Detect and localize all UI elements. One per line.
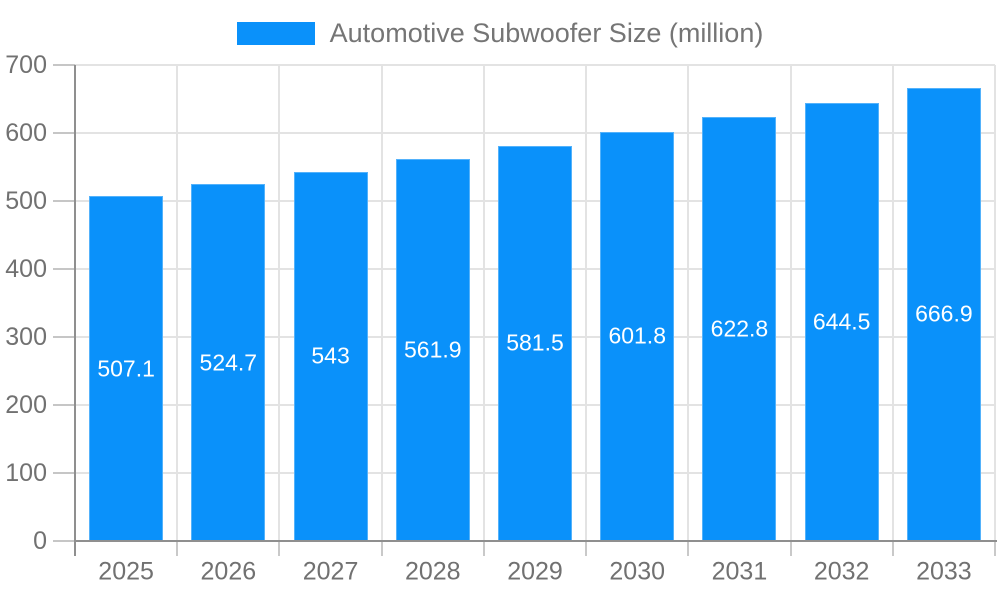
x-tick-label: 2027 <box>302 557 359 586</box>
x-tick-label: 2030 <box>609 557 666 586</box>
y-axis-tick <box>53 200 75 202</box>
bar[interactable] <box>191 184 266 541</box>
v-gridline <box>891 65 894 541</box>
bar-value-label: 524.7 <box>199 349 258 376</box>
y-axis-tick <box>53 336 75 338</box>
h-gridline <box>75 132 995 134</box>
y-tick-label: 200 <box>5 391 47 419</box>
v-gridline <box>994 65 996 541</box>
v-gridline <box>687 65 690 541</box>
y-tick-label: 700 <box>5 51 47 79</box>
y-tick-label: 300 <box>5 323 47 351</box>
v-gridline <box>585 65 588 541</box>
x-tick-label: 2029 <box>507 557 563 586</box>
bar-value-label: 644.5 <box>812 308 871 335</box>
bar[interactable] <box>293 171 368 541</box>
x-axis-tick <box>994 541 996 556</box>
v-gridline <box>176 65 179 541</box>
y-tick-label: 500 <box>5 187 47 215</box>
v-gridline <box>789 65 792 541</box>
y-axis-tick <box>53 132 75 134</box>
x-axis-tick <box>278 541 281 556</box>
bar[interactable] <box>804 102 879 541</box>
y-axis-tick <box>53 268 75 270</box>
bar-value-label: 543 <box>311 342 350 369</box>
bar-value-label: 622.8 <box>710 315 769 342</box>
legend-label: Automotive Subwoofer Size (million) <box>329 17 764 48</box>
x-axis-tick <box>176 541 179 556</box>
y-axis-tick <box>53 404 75 406</box>
x-tick-label: 2033 <box>916 557 972 586</box>
v-gridline <box>482 65 485 541</box>
y-axis-tick <box>53 540 75 542</box>
x-axis-tick <box>891 541 894 556</box>
x-tick-label: 2031 <box>711 557 768 586</box>
y-axis-tick <box>53 472 75 474</box>
bar[interactable] <box>600 131 675 541</box>
h-gridline <box>75 64 995 66</box>
y-tick-label: 600 <box>5 119 47 147</box>
x-tick-label: 2028 <box>404 557 461 586</box>
x-tick-label: 2026 <box>200 557 257 586</box>
bar[interactable] <box>906 87 981 541</box>
bar-value-label: 507.1 <box>97 355 155 382</box>
y-tick-label: 400 <box>5 255 47 283</box>
bar[interactable] <box>498 145 572 541</box>
y-axis-tick <box>53 64 75 66</box>
x-tick-label: 2032 <box>813 557 870 586</box>
v-gridline <box>278 65 281 541</box>
y-tick-label: 0 <box>33 527 47 555</box>
v-gridline <box>380 65 383 541</box>
legend-swatch <box>236 21 315 45</box>
legend-item[interactable]: Automotive Subwoofer Size (million) <box>0 18 1000 48</box>
x-axis-line <box>74 540 997 542</box>
bar[interactable] <box>89 196 164 541</box>
x-axis-tick <box>482 541 485 556</box>
bar-value-label: 601.8 <box>608 322 666 349</box>
x-tick-label: 2025 <box>98 557 154 586</box>
bar[interactable] <box>395 158 470 541</box>
y-tick-label: 100 <box>5 459 47 487</box>
x-axis-tick <box>687 541 690 556</box>
y-axis-line <box>74 65 76 556</box>
x-axis-tick <box>585 541 588 556</box>
bar[interactable] <box>702 117 777 541</box>
x-axis-tick <box>380 541 383 556</box>
bar-value-label: 666.9 <box>915 300 973 327</box>
bar-value-label: 561.9 <box>403 336 462 363</box>
x-axis-tick <box>789 541 792 556</box>
bar-value-label: 581.5 <box>506 329 564 356</box>
